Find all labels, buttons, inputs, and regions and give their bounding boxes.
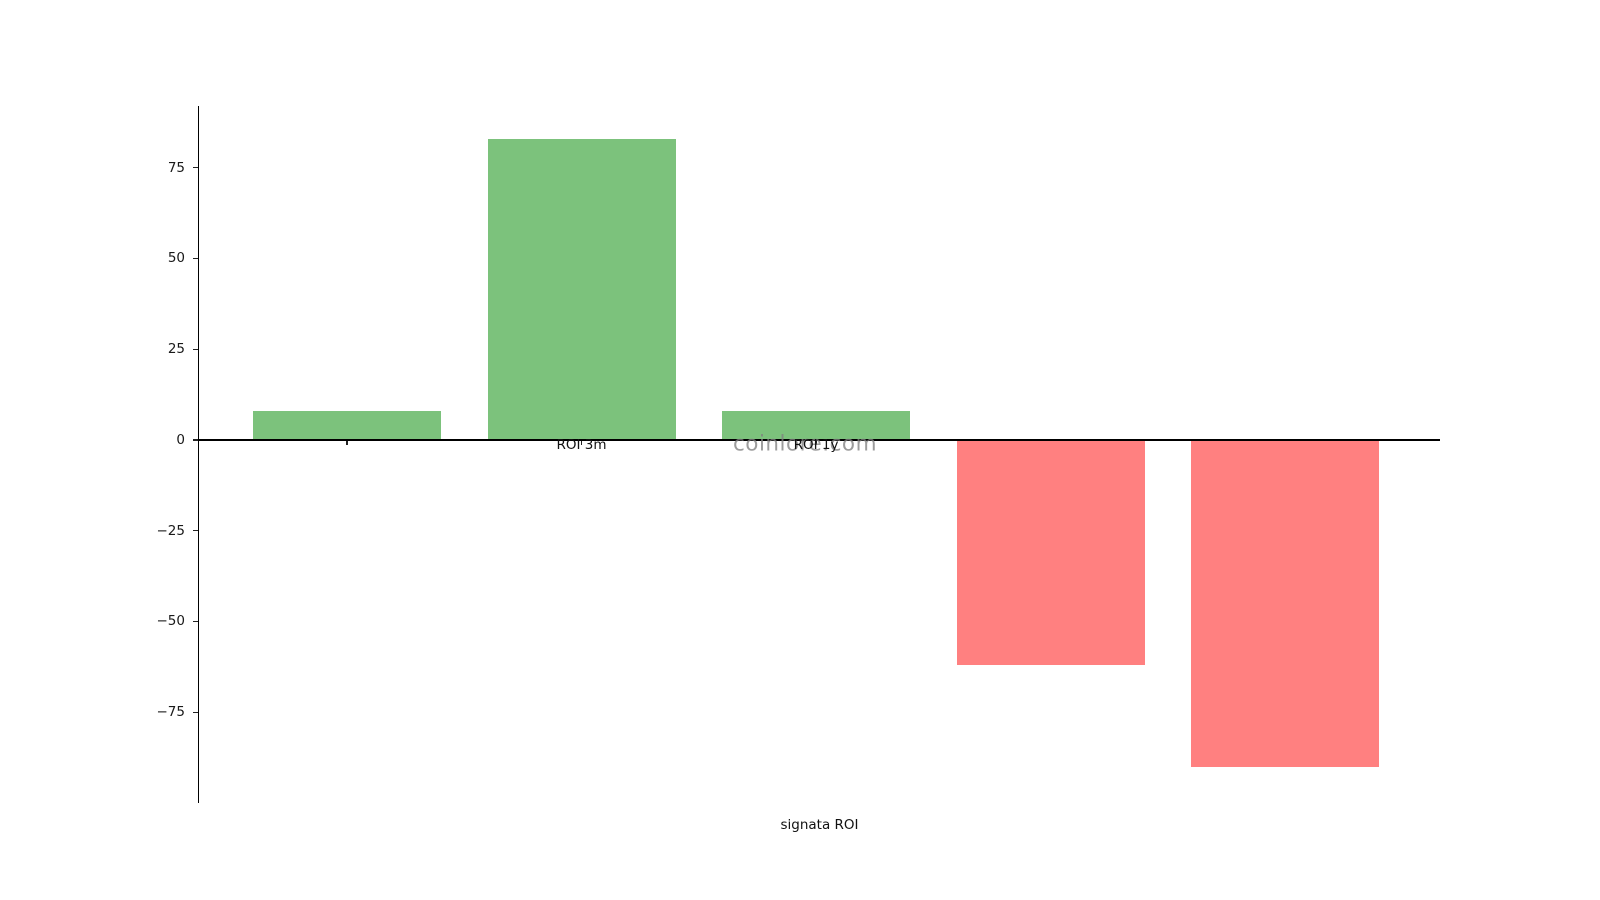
y-tick-label: −50 bbox=[156, 613, 186, 630]
y-tick-mark bbox=[193, 530, 198, 532]
y-tick-mark bbox=[193, 167, 198, 169]
chart-xlabel: signata ROI bbox=[780, 817, 859, 833]
y-tick-label: 75 bbox=[167, 159, 185, 176]
bar bbox=[1191, 439, 1379, 767]
y-tick-mark bbox=[193, 348, 198, 350]
x-tick-label: ROI 3m bbox=[556, 436, 607, 453]
watermark-text: coinlore.com bbox=[732, 431, 878, 457]
y-tick-label: 0 bbox=[176, 431, 185, 448]
x-axis-zero-line bbox=[199, 439, 1440, 441]
y-tick-mark bbox=[193, 711, 198, 713]
bar bbox=[487, 138, 676, 440]
x-tick-mark bbox=[346, 439, 348, 445]
y-tick-label: −25 bbox=[156, 522, 186, 539]
x-tick-mark bbox=[815, 439, 817, 445]
y-tick-mark bbox=[193, 620, 198, 623]
x-tick-mark bbox=[580, 439, 583, 445]
bar bbox=[253, 410, 441, 440]
y-tick-mark bbox=[193, 257, 198, 260]
bar bbox=[956, 439, 1145, 666]
y-axis-spine bbox=[197, 106, 199, 803]
x-tick-label: ROI 1y bbox=[793, 436, 839, 453]
y-tick-mark bbox=[193, 439, 198, 441]
y-tick-label: −75 bbox=[156, 704, 186, 721]
y-tick-label: 25 bbox=[167, 341, 185, 358]
y-tick-label: 50 bbox=[167, 250, 185, 267]
bar bbox=[722, 410, 910, 440]
